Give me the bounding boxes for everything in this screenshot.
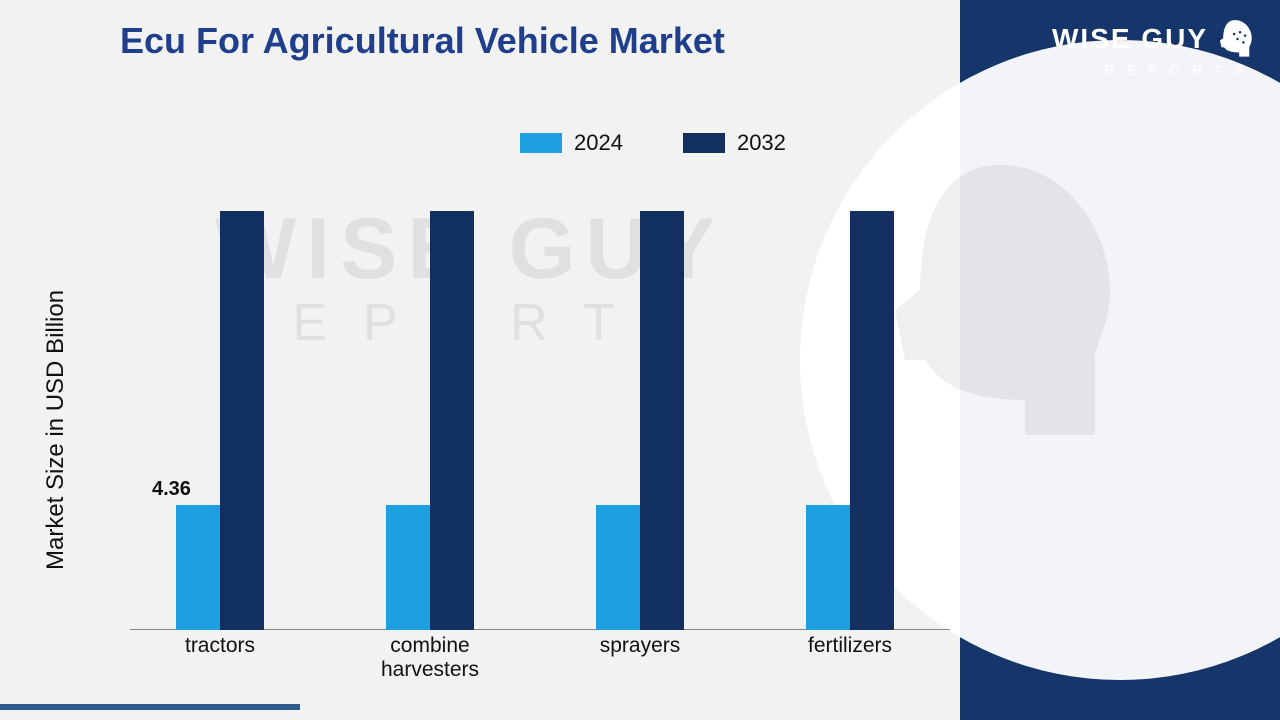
legend-label-2032: 2032	[737, 130, 786, 156]
brand-logo: WISE GUY REPORTS	[1052, 18, 1256, 78]
bar	[806, 505, 850, 630]
legend-label-2024: 2024	[574, 130, 623, 156]
bar-group	[580, 211, 700, 630]
legend-item-2032: 2032	[683, 130, 786, 156]
plot-area: 4.36	[130, 200, 950, 630]
legend-item-2024: 2024	[520, 130, 623, 156]
bar	[386, 505, 430, 630]
legend: 2024 2032	[520, 130, 786, 156]
chart-title: Ecu For Agricultural Vehicle Market	[120, 20, 725, 62]
brand-line2: REPORTS	[1052, 62, 1256, 78]
x-tick-label: sprayers	[550, 634, 730, 658]
bar-group	[790, 211, 910, 630]
brand-line1: WISE GUY	[1052, 23, 1208, 55]
bar	[430, 211, 474, 630]
bar	[850, 211, 894, 630]
head-icon	[1214, 18, 1256, 60]
bar-group	[160, 211, 280, 630]
x-tick-label: tractors	[130, 634, 310, 658]
bar	[220, 211, 264, 630]
legend-swatch-2032	[683, 133, 725, 153]
y-axis-label: Market Size in USD Billion	[42, 290, 70, 570]
legend-swatch-2024	[520, 133, 562, 153]
bar	[596, 505, 640, 630]
bar-group	[370, 211, 490, 630]
x-tick-label: fertilizers	[760, 634, 940, 658]
x-axis-labels: tractors combine harvesters sprayers fertil…	[130, 634, 950, 690]
footer-accent-line	[0, 704, 300, 710]
bar	[176, 505, 220, 630]
x-tick-label: combine harvesters	[340, 634, 520, 682]
bar	[640, 211, 684, 630]
bar-value-label: 4.36	[152, 478, 191, 501]
page-root: WISE GUY REPORTS Ecu For Agricultural Ve…	[0, 0, 1280, 720]
